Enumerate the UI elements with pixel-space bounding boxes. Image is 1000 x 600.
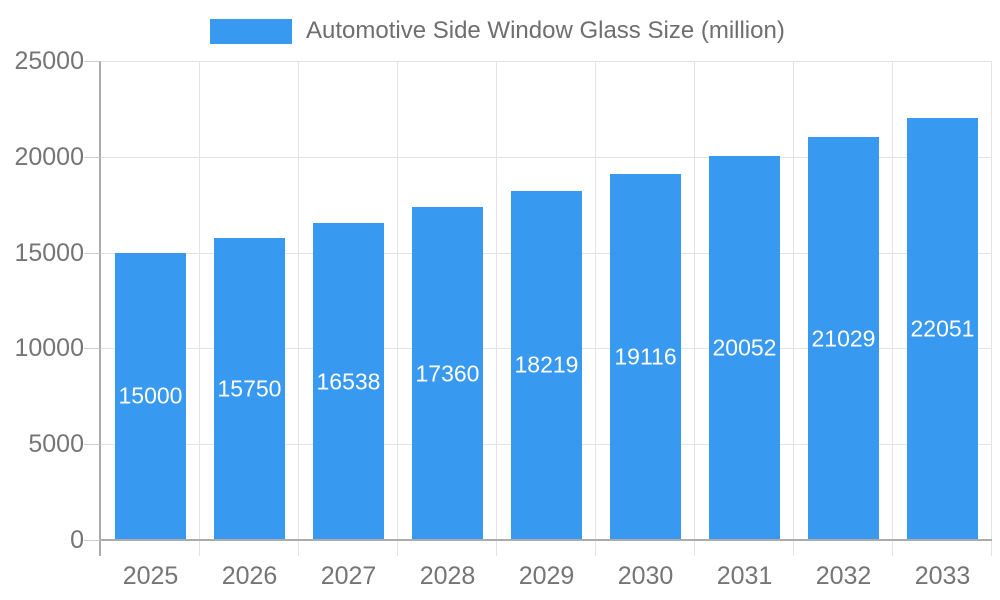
plot-area: 15000 15750 16538 17360 18219 19116 20052 21029… [101,61,992,540]
y-axis-tick-mark [84,156,100,158]
gridline-vertical [595,61,596,540]
bar-value-label: 22051 [910,315,975,342]
bar-2033[interactable]: 22051 [907,117,978,540]
x-axis-tick-mark [199,541,200,556]
gridline-vertical [991,61,992,540]
x-axis-line [101,539,992,541]
x-axis-tick-mark [397,541,398,556]
bar-2027[interactable]: 16538 [313,223,384,540]
gridline-vertical [793,61,794,540]
gridline-horizontal [101,156,992,158]
bar-value-label: 21029 [811,325,876,352]
x-axis-tick-mark [298,541,299,556]
x-axis-tick-label: 2025 [122,562,179,590]
legend-swatch-icon [210,18,292,44]
gridline-vertical [199,61,200,540]
x-axis-tick-mark [793,541,794,556]
gridline-vertical [397,61,398,540]
bar-2031[interactable]: 20052 [709,155,780,540]
bar-value-label: 18219 [514,351,579,378]
gridline-vertical [694,61,695,540]
y-axis-tick-mark [84,540,100,541]
y-axis-tick-mark [84,252,100,254]
x-axis-tick-label: 2030 [617,562,674,590]
x-axis-tick-mark [892,541,893,556]
bar-value-label: 15750 [217,375,282,402]
x-axis-tick-label: 2029 [518,562,575,590]
x-axis-tick-label: 2026 [221,562,278,590]
gridline-vertical [298,61,299,540]
bar-value-label: 17360 [415,360,480,387]
y-axis-tick-label: 15000 [14,238,84,267]
bar-2028[interactable]: 17360 [412,207,483,540]
bar-2029[interactable]: 18219 [511,190,582,540]
bar-value-label: 19116 [614,343,677,370]
y-axis-tick-label: 20000 [14,142,84,171]
y-axis-line [99,61,101,556]
gridline-vertical [496,61,497,540]
bar-2032[interactable]: 21029 [808,137,879,540]
bar-2030[interactable]: 19116 [610,173,681,540]
x-axis-tick-mark [595,541,596,556]
bar-value-label: 20052 [712,334,777,361]
legend-item[interactable]: Automotive Side Window Glass Size (milli… [210,17,785,45]
gridline-horizontal [101,61,992,62]
x-axis-tick-mark [694,541,695,556]
bar-value-label: 16538 [316,368,381,395]
bar-2025[interactable]: 15000 [115,252,186,540]
y-axis-tick-label: 0 [70,526,84,554]
x-axis-tick-label: 2027 [320,562,377,590]
y-axis-tick-mark [84,61,100,62]
y-axis-tick-mark [84,348,100,350]
x-axis-tick-label: 2033 [914,562,971,590]
y-axis-tick-label: 10000 [14,334,84,363]
y-axis-tick-label: 5000 [28,430,84,459]
gridline-vertical [892,61,893,540]
bar-2026[interactable]: 15750 [214,238,285,540]
x-axis-tick-label: 2032 [815,562,872,590]
bar-value-label: 15000 [118,382,183,409]
x-axis-tick-mark [991,541,992,556]
x-axis-tick-mark [496,541,497,556]
y-axis-tick-mark [84,444,100,446]
y-axis-tick-label: 25000 [14,47,84,75]
x-axis-tick-label: 2028 [419,562,476,590]
x-axis-tick-label: 2031 [716,562,773,590]
legend-label: Automotive Side Window Glass Size (milli… [306,17,785,44]
